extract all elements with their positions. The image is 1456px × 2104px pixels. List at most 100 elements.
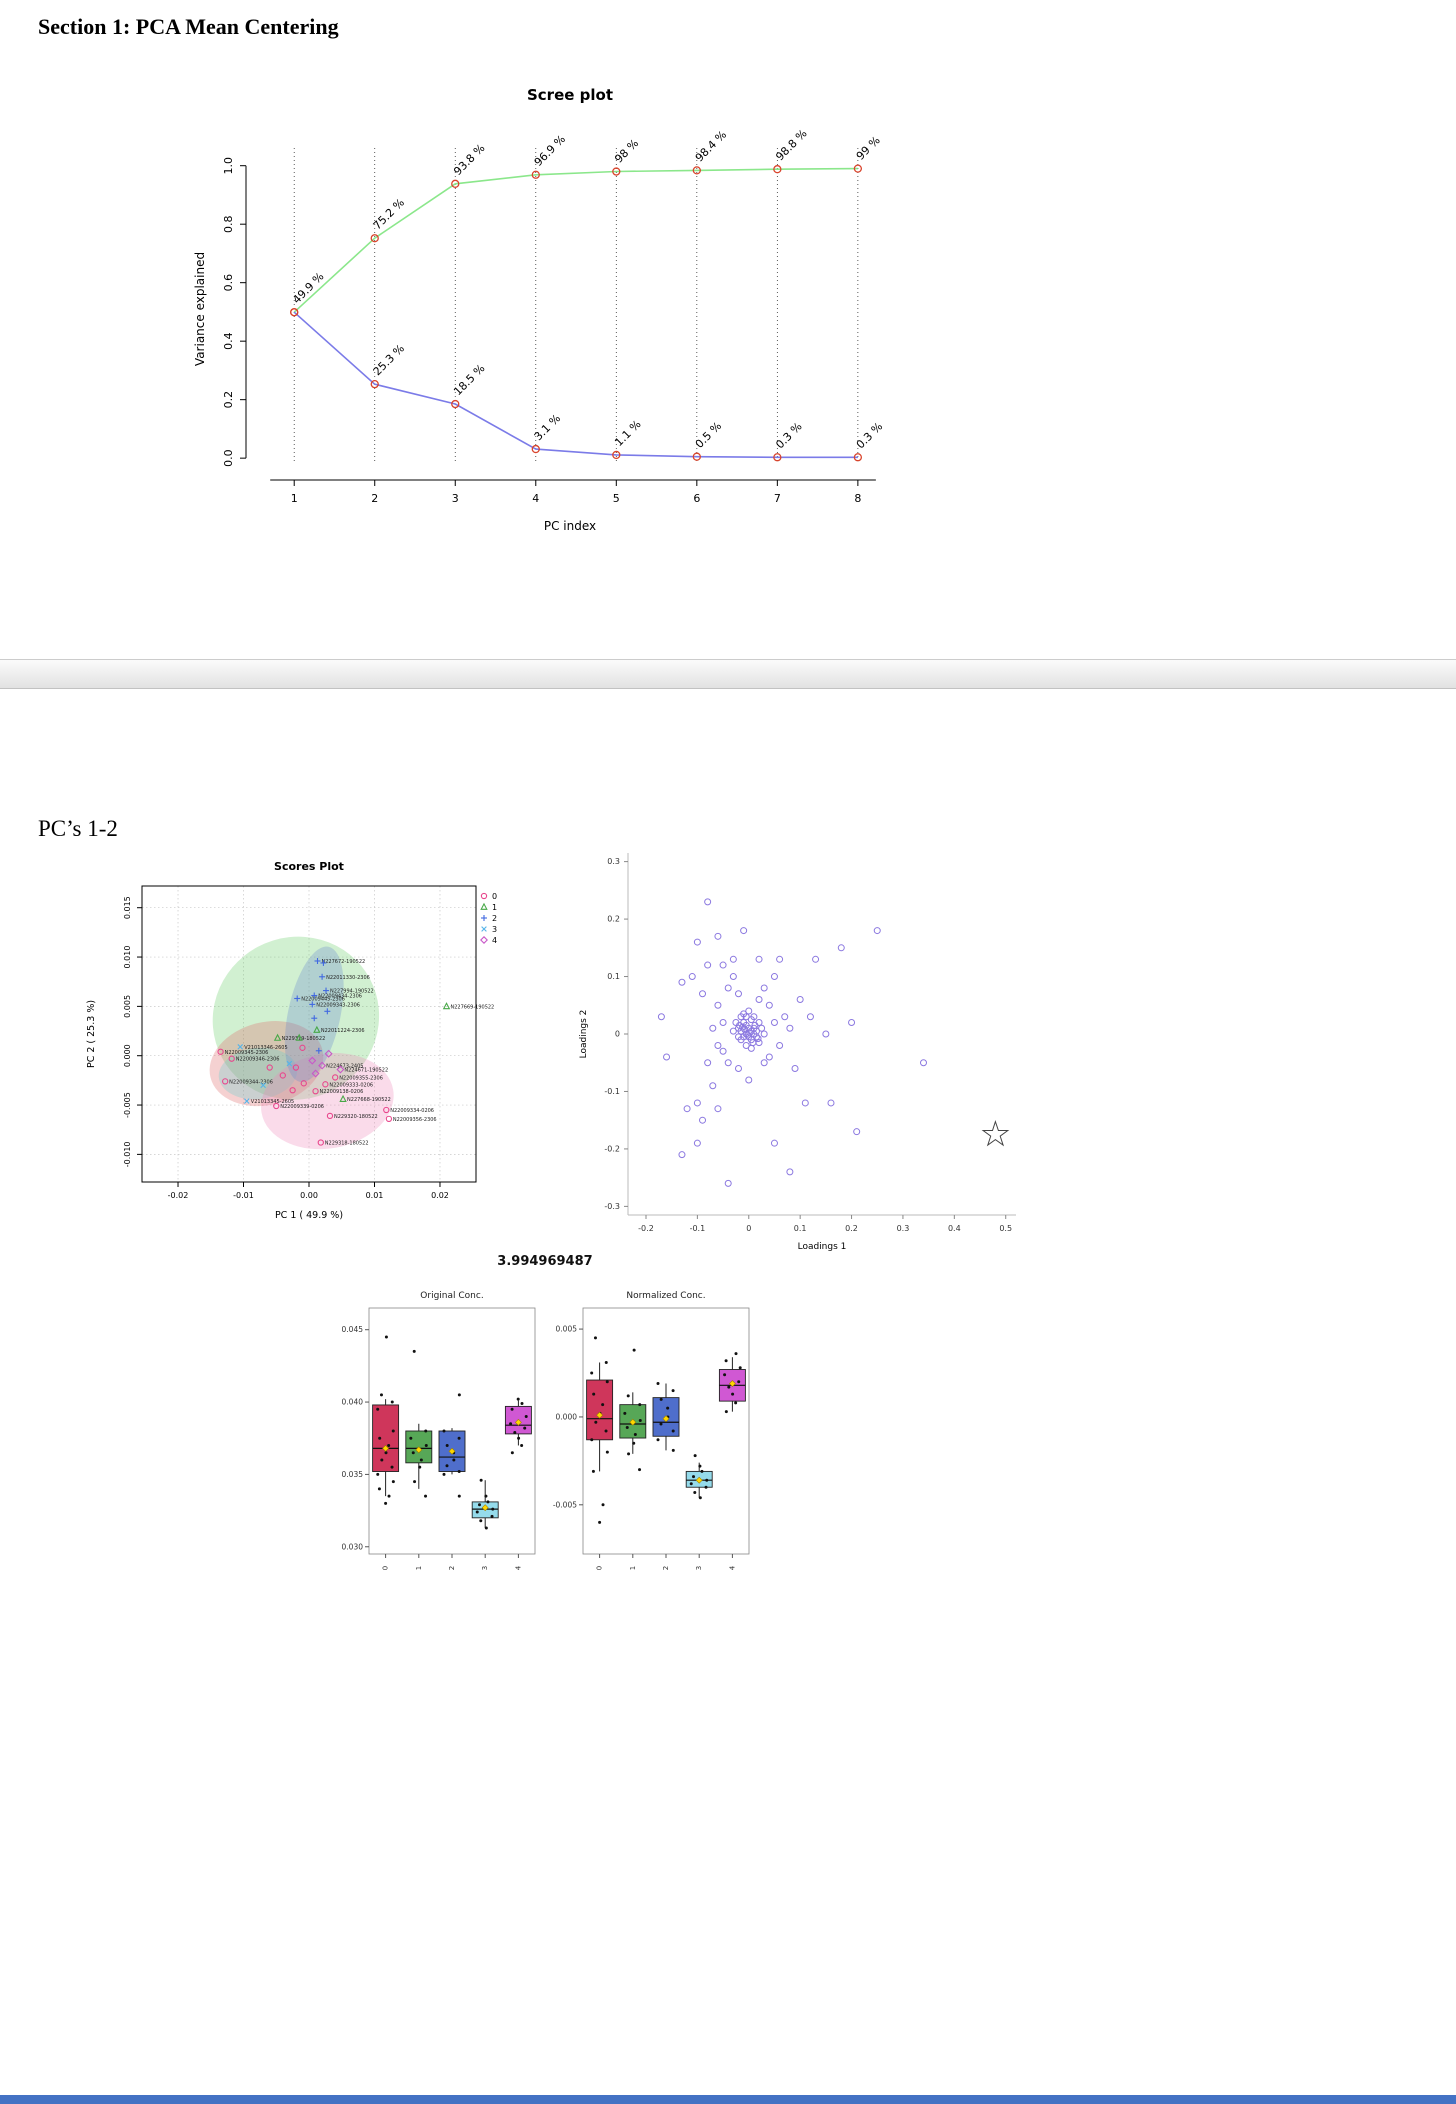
svg-text:-0.1: -0.1 xyxy=(690,1224,706,1233)
bottom-bar xyxy=(0,2095,1456,2104)
section-divider xyxy=(0,659,1456,689)
svg-text:0.2: 0.2 xyxy=(845,1224,858,1233)
svg-text:PC index: PC index xyxy=(544,519,596,533)
svg-text:-0.1: -0.1 xyxy=(604,1087,620,1096)
svg-text:2: 2 xyxy=(492,914,497,923)
svg-text:3: 3 xyxy=(695,1566,703,1570)
svg-text:3.1 %: 3.1 % xyxy=(532,412,563,443)
svg-text:0.005: 0.005 xyxy=(123,995,132,1018)
svg-text:6: 6 xyxy=(693,492,700,505)
svg-text:0.02: 0.02 xyxy=(431,1191,449,1200)
section-title: Section 1: PCA Mean Centering xyxy=(38,14,339,39)
svg-text:0.01: 0.01 xyxy=(366,1191,384,1200)
svg-text:N227994-190522: N227994-190522 xyxy=(330,989,374,995)
svg-text:4: 4 xyxy=(514,1565,522,1570)
svg-text:Normalized Conc.: Normalized Conc. xyxy=(626,1291,705,1301)
svg-text:98.4 %: 98.4 % xyxy=(693,128,729,164)
svg-text:N22011330-2306: N22011330-2306 xyxy=(326,975,370,981)
svg-text:1: 1 xyxy=(629,1566,637,1570)
svg-text:0.5 %: 0.5 % xyxy=(693,419,724,450)
svg-text:N224671-190522: N224671-190522 xyxy=(344,1068,388,1074)
boxplot-suptitle: 3.994969487 xyxy=(497,1254,593,1269)
svg-text:0: 0 xyxy=(596,1566,604,1570)
svg-text:2: 2 xyxy=(662,1566,670,1570)
svg-text:-0.005: -0.005 xyxy=(553,1500,577,1509)
svg-text:-0.02: -0.02 xyxy=(168,1191,189,1200)
svg-text:N22011224-2306: N22011224-2306 xyxy=(321,1028,365,1034)
svg-text:N22009346-2306: N22009346-2306 xyxy=(236,1057,280,1063)
svg-text:-0.2: -0.2 xyxy=(638,1224,654,1233)
svg-text:Original Conc.: Original Conc. xyxy=(420,1291,483,1301)
svg-text:N22009345-2306: N22009345-2306 xyxy=(225,1050,269,1056)
svg-text:0.000: 0.000 xyxy=(556,1412,578,1421)
svg-text:25.3 %: 25.3 % xyxy=(371,342,407,378)
svg-text:99 %: 99 % xyxy=(854,134,883,163)
svg-text:1: 1 xyxy=(291,492,298,505)
scores-plot: Scores Plot N227672-190522 N22011330-2306 N… xyxy=(86,860,497,1221)
svg-text:1: 1 xyxy=(415,1566,423,1570)
svg-text:0.4: 0.4 xyxy=(222,332,235,350)
svg-text:N22009333-0206: N22009333-0206 xyxy=(329,1082,373,1088)
svg-text:0.3: 0.3 xyxy=(607,857,620,866)
svg-text:N22009344-2306: N22009344-2306 xyxy=(229,1079,273,1085)
svg-text:0.005: 0.005 xyxy=(556,1325,578,1334)
svg-text:V21013345-2605: V21013345-2605 xyxy=(251,1099,294,1105)
svg-text:N22009434-2306: N22009434-2306 xyxy=(318,994,362,1000)
svg-text:N22009339-0206: N22009339-0206 xyxy=(280,1104,324,1110)
svg-text:-0.010: -0.010 xyxy=(123,1141,132,1167)
svg-text:3: 3 xyxy=(452,492,459,505)
svg-text:0.8: 0.8 xyxy=(222,215,235,233)
svg-text:2: 2 xyxy=(448,1566,456,1570)
svg-text:N22009334-0206: N22009334-0206 xyxy=(390,1108,434,1114)
svg-text:2: 2 xyxy=(371,492,378,505)
svg-text:0.2: 0.2 xyxy=(607,915,620,924)
svg-text:0.045: 0.045 xyxy=(342,1325,364,1334)
svg-text:-0.2: -0.2 xyxy=(604,1144,620,1153)
svg-text:N22009343-2306: N22009343-2306 xyxy=(316,1002,360,1008)
svg-text:Loadings 1: Loadings 1 xyxy=(798,1242,847,1252)
svg-text:N229319-180522: N229319-180522 xyxy=(282,1036,326,1042)
svg-text:N227668-190522: N227668-190522 xyxy=(347,1097,391,1103)
svg-text:N224673-2405: N224673-2405 xyxy=(326,1064,363,1070)
svg-text:0.035: 0.035 xyxy=(342,1470,364,1479)
svg-text:N229320-180522: N229320-180522 xyxy=(334,1114,378,1120)
svg-text:0.2: 0.2 xyxy=(222,391,235,409)
svg-text:1.1 %: 1.1 % xyxy=(612,418,643,449)
svg-text:PC 2 ( 25.3 %): PC 2 ( 25.3 %) xyxy=(86,1000,97,1068)
svg-text:0.1: 0.1 xyxy=(794,1224,807,1233)
svg-text:0.0: 0.0 xyxy=(222,449,235,467)
star-marker xyxy=(981,1120,1010,1147)
svg-text:N22009355-2306: N22009355-2306 xyxy=(339,1075,383,1081)
svg-text:Scree plot: Scree plot xyxy=(527,86,613,104)
svg-text:-0.01: -0.01 xyxy=(233,1191,254,1200)
svg-text:0: 0 xyxy=(615,1030,620,1039)
svg-text:4: 4 xyxy=(728,1565,736,1570)
svg-text:8: 8 xyxy=(854,492,861,505)
svg-text:N229318-180522: N229318-180522 xyxy=(325,1141,369,1147)
svg-text:0.00: 0.00 xyxy=(300,1191,318,1200)
svg-text:0.5: 0.5 xyxy=(999,1224,1012,1233)
svg-text:Loadings 2: Loadings 2 xyxy=(579,1010,589,1059)
box-plots: Original Conc. 0.030 0.035 0.040 0.045 0 1 2 3 4 N… xyxy=(342,1291,750,1570)
svg-text:75.2 %: 75.2 % xyxy=(371,196,407,232)
svg-text:4: 4 xyxy=(532,492,539,505)
svg-text:0.010: 0.010 xyxy=(123,946,132,969)
svg-text:N227672-190522: N227672-190522 xyxy=(322,959,366,965)
svg-text:93.8 %: 93.8 % xyxy=(451,142,487,178)
svg-text:98 %: 98 % xyxy=(612,137,641,166)
svg-text:96.9 %: 96.9 % xyxy=(532,133,568,169)
svg-text:98.8 %: 98.8 % xyxy=(773,127,809,163)
svg-text:-0.3: -0.3 xyxy=(604,1202,620,1211)
svg-text:N22009445-2306: N22009445-2306 xyxy=(301,996,345,1002)
svg-text:-0.005: -0.005 xyxy=(123,1092,132,1118)
svg-text:0.000: 0.000 xyxy=(123,1044,132,1067)
svg-text:5: 5 xyxy=(613,492,620,505)
svg-text:Scores Plot: Scores Plot xyxy=(274,860,344,873)
svg-text:N22009138-0206: N22009138-0206 xyxy=(320,1089,364,1095)
svg-text:0: 0 xyxy=(382,1566,390,1570)
svg-text:PC 1 ( 49.9 %): PC 1 ( 49.9 %) xyxy=(275,1210,343,1221)
svg-text:0.4: 0.4 xyxy=(948,1224,961,1233)
subsection-title: PC’s 1-2 xyxy=(38,816,118,841)
svg-text:0.1: 0.1 xyxy=(607,972,620,981)
